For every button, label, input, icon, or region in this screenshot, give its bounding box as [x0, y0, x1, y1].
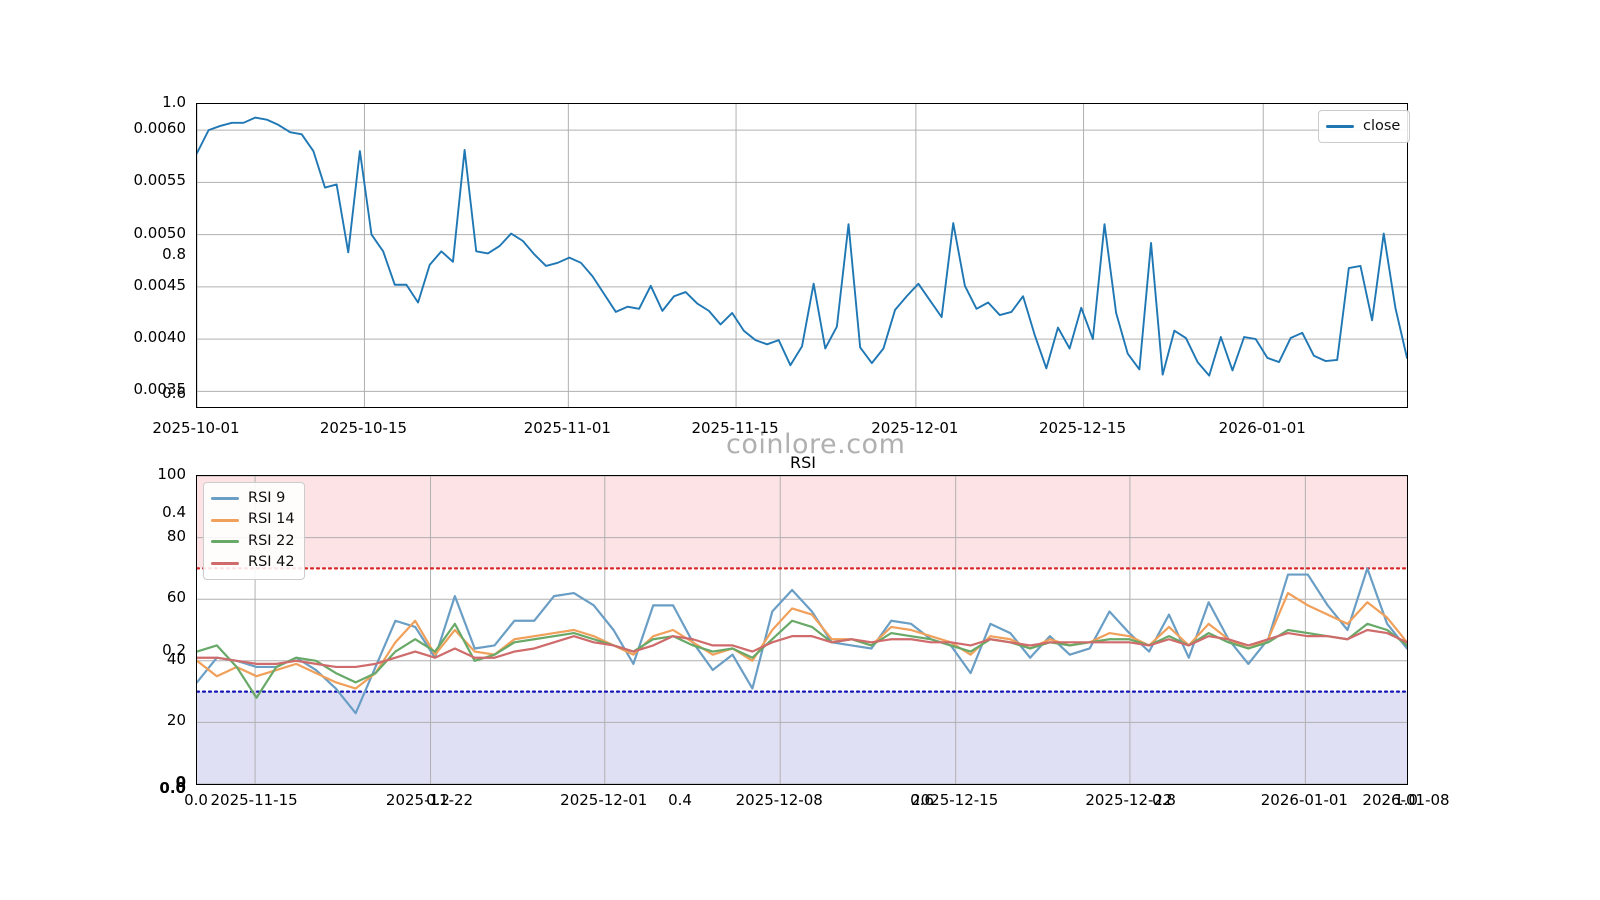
rsi-legend: RSI 9 RSI 14 RSI 22 RSI 42: [203, 482, 305, 580]
price-x-tick: 2025-11-15: [691, 419, 779, 437]
close-line-swatch: [1326, 125, 1354, 129]
rsi-y-tick: 40: [166, 649, 186, 668]
rsi-x-overlay-tick: 1.0: [1394, 791, 1418, 809]
legend-item-rsi-22: RSI 22: [211, 531, 295, 552]
price-plot-area: [197, 104, 1407, 407]
price-x-tick: 2025-10-15: [319, 419, 408, 437]
rsi-x-tick: 2025-12-22: [1085, 791, 1173, 809]
price-y-tick: 0.0045: [133, 275, 187, 294]
rsi-plot-area: [197, 476, 1407, 784]
price-x-tick: 2025-12-15: [1038, 419, 1127, 437]
legend-item-rsi-9: RSI 9: [211, 488, 295, 509]
rsi-y-overlay-tick: 0.4: [162, 503, 186, 521]
rsi-chart-panel: [196, 475, 1408, 785]
rsi-x-tick: 2026-01-08: [1362, 791, 1450, 809]
rsi-x-tick: 2025-12-08: [735, 791, 823, 809]
price-x-tick: 2026-01-01: [1218, 419, 1306, 437]
rsi-y-overlay-tick: 0.2: [162, 641, 186, 659]
rsi-y-tick: 60: [166, 588, 186, 607]
legend-label-close: close: [1363, 118, 1401, 134]
price-y-overlay-tick: 0.8: [162, 244, 186, 263]
price-x-tick: 2025-11-01: [523, 419, 611, 437]
price-y-tick: 0.0035: [133, 380, 187, 399]
rsi-x-overlay-tick: 0.0: [184, 791, 208, 809]
rsi-22-line-swatch: [211, 540, 239, 544]
legend-item-rsi-14: RSI 14: [211, 509, 295, 530]
price-y-tick: 0.0040: [133, 328, 187, 347]
watermark: coinlore.com: [726, 429, 906, 460]
legend-label-rsi-9: RSI 9: [248, 490, 286, 506]
price-x-tick: 2025-10-01: [152, 419, 240, 437]
rsi-y-tick: 100: [157, 465, 186, 483]
rsi-x-overlay-tick: 0.4: [668, 791, 692, 809]
legend-item-close: close: [1326, 116, 1400, 137]
rsi-x-overlay-tick: 0.8: [1152, 791, 1176, 809]
rsi-x-tick: 2025-12-01: [560, 791, 648, 809]
rsi-9-line-swatch: [211, 497, 239, 501]
rsi-x-tick: 2025-11-15: [210, 791, 298, 809]
price-y-tick: 0.0050: [133, 223, 187, 242]
rsi-x-overlay-tick: 0.6: [910, 791, 934, 809]
rsi-42-line-swatch: [211, 561, 239, 565]
rsi-title: RSI: [790, 453, 816, 472]
price-y-overlay-tick: 1.0: [162, 93, 186, 111]
price-y-tick: 0.0055: [133, 171, 187, 190]
rsi-x-overlay-tick: 0.2: [426, 791, 450, 809]
rsi-y-tick: 0: [175, 773, 186, 791]
rsi-x-tick: 2025-12-15: [911, 791, 999, 809]
price-x-tick: 2025-12-01: [871, 419, 959, 437]
rsi-y-tick: 80: [166, 526, 186, 545]
legend-label-rsi-14: RSI 14: [248, 511, 295, 528]
rsi-y-tick: 20: [166, 711, 186, 730]
price-chart-panel: [196, 103, 1408, 408]
rsi-x-tick: 2026-01-01: [1260, 791, 1348, 809]
legend-item-rsi-42: RSI 42: [211, 552, 295, 573]
price-y-tick: 0.0060: [133, 119, 187, 138]
legend-label-rsi-22: RSI 22: [248, 532, 295, 549]
price-y-overlay-tick: 0.6: [162, 384, 186, 402]
price-legend: close: [1318, 110, 1411, 144]
rsi-x-tick: 2025-11-22: [385, 791, 474, 809]
rsi-y-overlay-tick: 0.0: [159, 779, 186, 797]
legend-label-rsi-42: RSI 42: [248, 554, 295, 571]
rsi-14-line-swatch: [211, 518, 239, 522]
